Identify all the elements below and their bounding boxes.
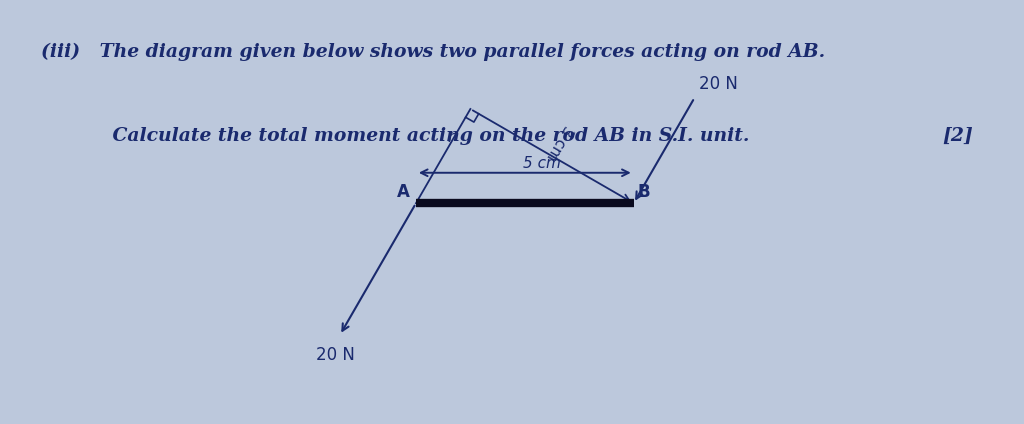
- Text: 20 N: 20 N: [316, 346, 355, 364]
- Text: A: A: [396, 183, 410, 201]
- Text: 20 N: 20 N: [699, 75, 738, 93]
- Text: [2]: [2]: [942, 127, 973, 145]
- Text: 3 cm: 3 cm: [544, 123, 575, 163]
- Text: r: r: [447, 131, 454, 145]
- Text: 5 cm: 5 cm: [523, 156, 561, 170]
- Text: B: B: [638, 183, 650, 201]
- Text: (iii)   The diagram given below shows two parallel forces acting on rod AB.: (iii) The diagram given below shows two …: [41, 42, 825, 61]
- Text: Calculate the total moment acting on the rod AB in S.I. unit.: Calculate the total moment acting on the…: [41, 127, 750, 145]
